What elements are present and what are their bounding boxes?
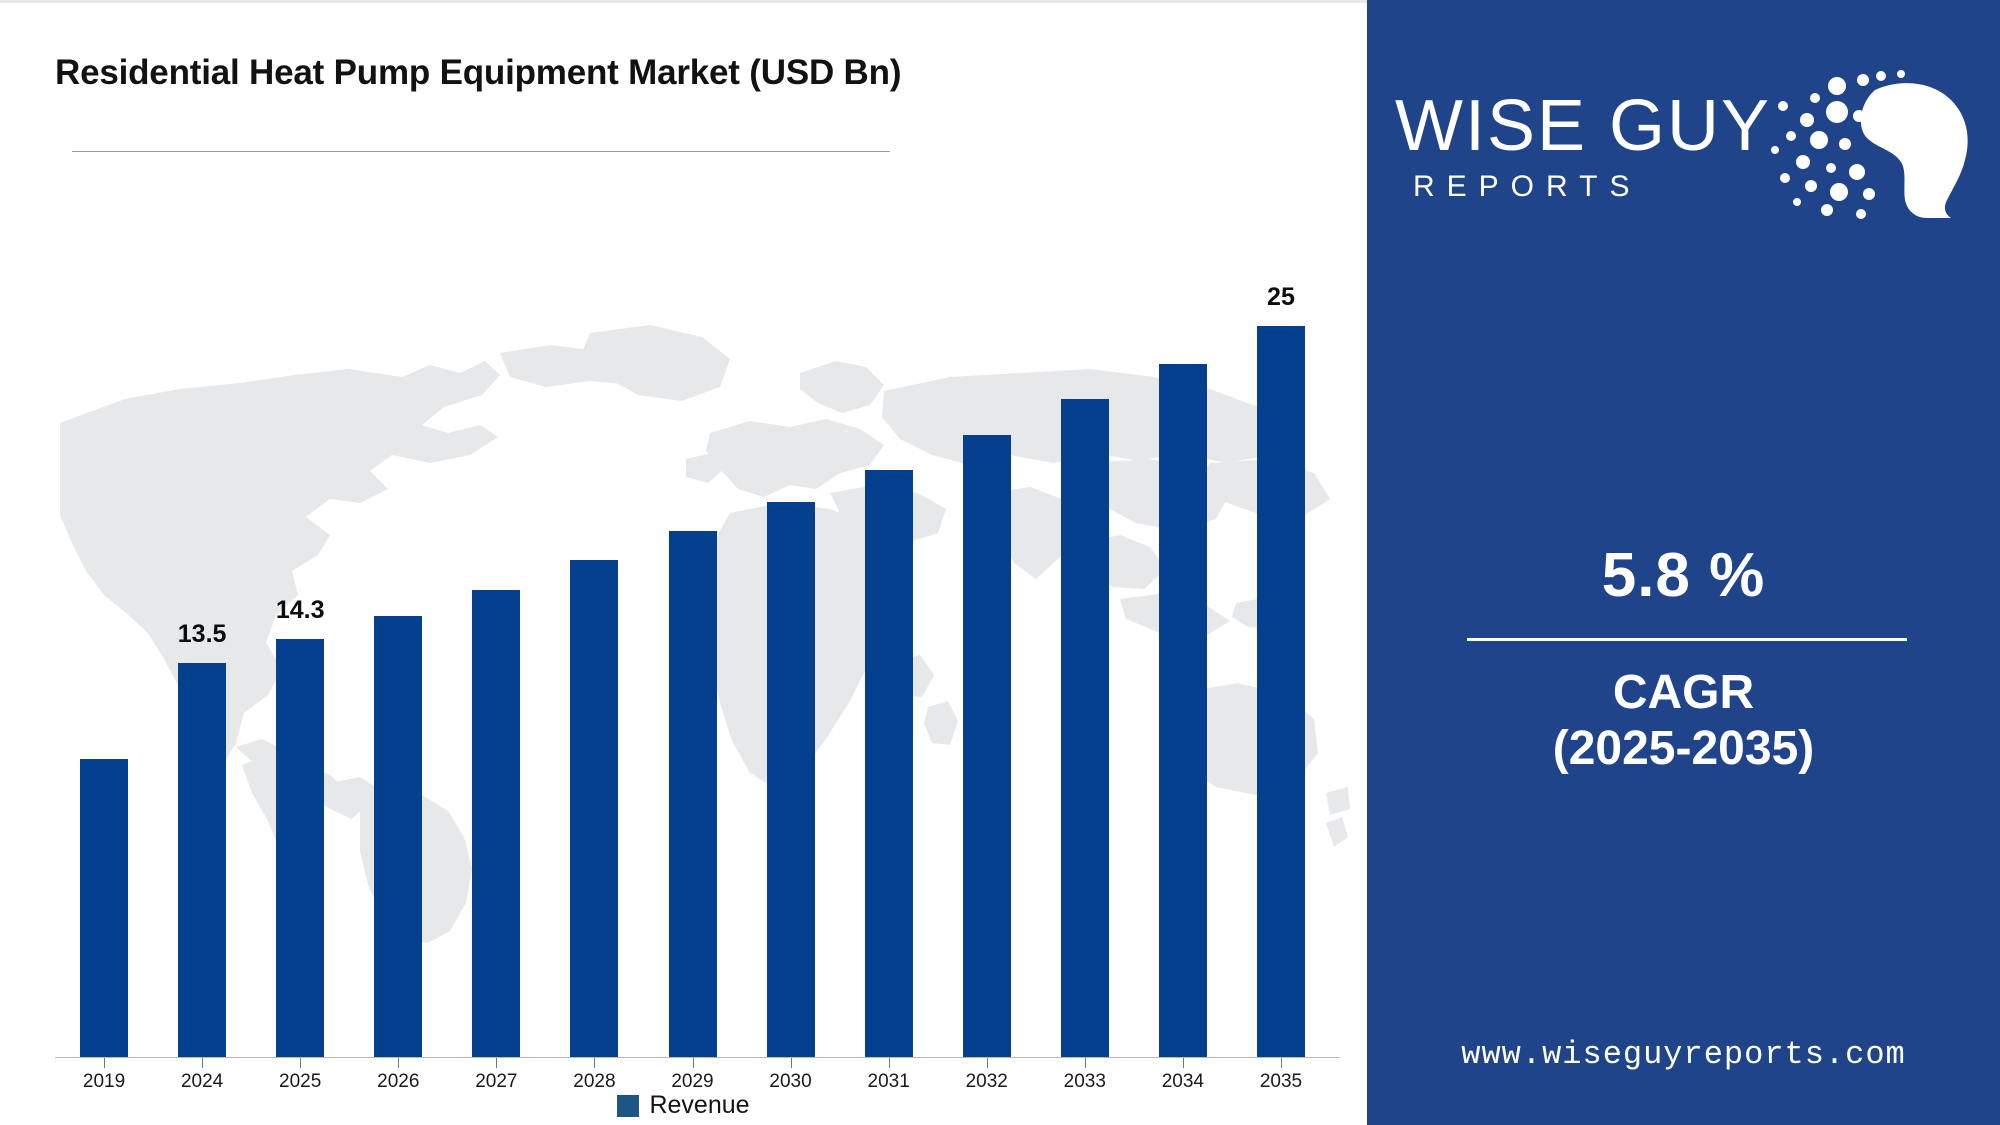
tick-label-2031: 2031 bbox=[867, 1071, 910, 1092]
cagr-caption: CAGR (2025-2035) bbox=[1367, 665, 2000, 776]
title-divider bbox=[72, 151, 890, 152]
tick-label-2032: 2032 bbox=[965, 1071, 1008, 1092]
bar-2026 bbox=[374, 615, 423, 1058]
tick-label-2026: 2026 bbox=[377, 1071, 420, 1092]
tick-label-2034: 2034 bbox=[1161, 1071, 1205, 1092]
svg-text:WISE GUY: WISE GUY bbox=[1395, 86, 1771, 166]
bar-2030 bbox=[766, 501, 815, 1058]
bar-2028 bbox=[570, 560, 619, 1058]
bar-value-label-2024: 13.5 bbox=[177, 619, 227, 648]
tick-mark-2025 bbox=[300, 1058, 302, 1068]
bar-2033 bbox=[1060, 399, 1109, 1058]
page-title: Residential Heat Pump Equipment Market (… bbox=[55, 53, 902, 92]
bar-2025 bbox=[276, 639, 325, 1058]
tick-mark-2027 bbox=[496, 1058, 498, 1068]
brand-panel: WISE GUY REPORTS bbox=[1367, 0, 2000, 1125]
wiseguy-logo: WISE GUY REPORTS bbox=[1367, 68, 2000, 228]
tick-label-2028: 2028 bbox=[573, 1071, 616, 1092]
tick-mark-2024 bbox=[202, 1058, 204, 1068]
bar-column bbox=[645, 253, 741, 1058]
cagr-value: 5.8 % bbox=[1601, 541, 1766, 610]
cagr-caption-line2: (2025-2035) bbox=[1552, 721, 1815, 775]
bar-column bbox=[56, 253, 152, 1058]
bar-2034 bbox=[1158, 364, 1207, 1058]
cagr-caption-line1: CAGR bbox=[1612, 666, 1755, 719]
bar-column bbox=[939, 253, 1035, 1058]
bar-column bbox=[1037, 253, 1133, 1058]
tick-mark-2034 bbox=[1182, 1058, 1184, 1068]
tick-mark-2030 bbox=[790, 1058, 792, 1068]
plot-area: 13.5 14.3 25 bbox=[55, 253, 1330, 1058]
bar-column bbox=[743, 253, 839, 1058]
bar-value-label-2025: 14.3 bbox=[275, 596, 325, 625]
tick-label-2025: 2025 bbox=[279, 1071, 322, 1092]
tick-mark-2033 bbox=[1084, 1058, 1086, 1068]
bar-column: 13.5 bbox=[154, 253, 250, 1058]
website-url: www.wiseguyreports.com bbox=[1461, 1036, 1906, 1073]
bar-2019 bbox=[80, 759, 129, 1058]
bar-column bbox=[448, 253, 544, 1058]
tick-mark-2026 bbox=[398, 1058, 400, 1068]
tick-mark-2035 bbox=[1280, 1058, 1282, 1068]
chart-legend: Revenue bbox=[0, 1091, 1367, 1120]
bar-column bbox=[841, 253, 937, 1058]
svg-text:REPORTS: REPORTS bbox=[1413, 170, 1641, 203]
tick-mark-2031 bbox=[888, 1058, 890, 1068]
tick-label-2030: 2030 bbox=[769, 1071, 812, 1092]
tick-label-2027: 2027 bbox=[475, 1071, 518, 1092]
tick-mark-2028 bbox=[594, 1058, 596, 1068]
tick-mark-2029 bbox=[692, 1058, 694, 1068]
bar-column bbox=[546, 253, 642, 1058]
tick-mark-2032 bbox=[986, 1058, 988, 1068]
tick-label-2035: 2035 bbox=[1259, 1071, 1303, 1092]
bar-2032 bbox=[962, 434, 1011, 1058]
bar-column bbox=[350, 253, 446, 1058]
bar-column bbox=[1135, 253, 1231, 1058]
bar-2029 bbox=[668, 531, 717, 1058]
chart-panel: Residential Heat Pump Equipment Market (… bbox=[0, 0, 1367, 1120]
x-axis-line bbox=[55, 1057, 1340, 1058]
tick-label-2019: 2019 bbox=[82, 1071, 126, 1092]
legend-label-revenue: Revenue bbox=[649, 1091, 750, 1119]
tick-mark-2019 bbox=[104, 1058, 106, 1068]
bar-2024 bbox=[178, 662, 227, 1058]
legend-swatch-revenue bbox=[617, 1094, 640, 1117]
bar-2027 bbox=[472, 589, 521, 1058]
tick-label-2024: 2024 bbox=[180, 1071, 224, 1092]
cagr-divider bbox=[1467, 638, 1907, 641]
tick-label-2029: 2029 bbox=[671, 1071, 714, 1092]
bar-2035 bbox=[1256, 326, 1305, 1058]
bar-value-label-2035: 25 bbox=[1267, 283, 1295, 312]
tick-label-2033: 2033 bbox=[1063, 1071, 1106, 1092]
bar-2031 bbox=[864, 469, 913, 1058]
bar-column: 25 bbox=[1233, 253, 1329, 1058]
bar-column: 14.3 bbox=[252, 253, 348, 1058]
